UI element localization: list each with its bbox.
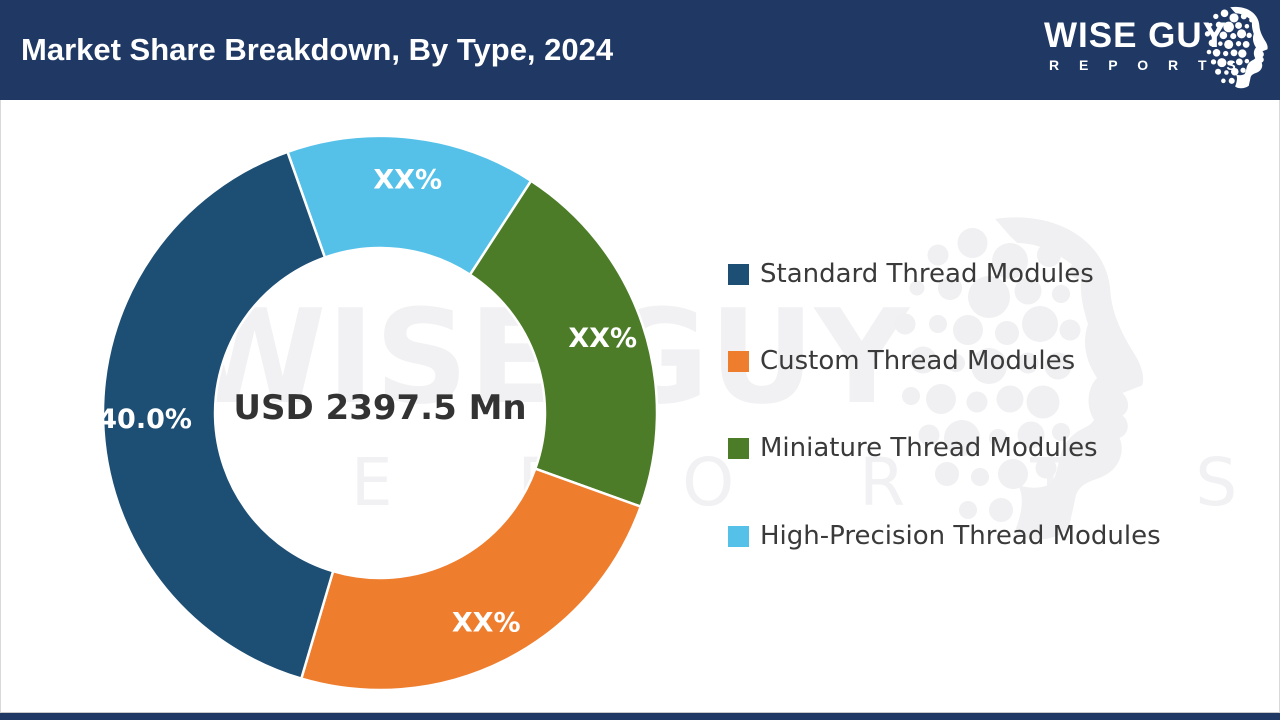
legend-item-miniature-thread-modules: Miniature Thread Modules [728, 433, 1098, 463]
segment-value-label: XX% [568, 323, 637, 354]
footer-bar [0, 713, 1280, 720]
logo-wordmark: WISE GUY [1044, 16, 1228, 55]
donut-center-value: USD 2397.5 Mn [233, 388, 527, 428]
legend-label: Miniature Thread Modules [760, 433, 1098, 463]
legend-swatch-icon [728, 263, 749, 285]
logo-head-profile-icon [1204, 6, 1268, 89]
legend-item-high-precision-thread-modules: High-Precision Thread Modules [728, 521, 1161, 551]
segment-value-label: XX% [452, 608, 521, 639]
header-bar: Market Share Breakdown, By Type, 2024 WI… [0, 0, 1280, 100]
segment-value-label: 40.0% [98, 404, 192, 435]
donut-segment-miniature-thread-modules [468, 179, 659, 508]
legend-label: High-Precision Thread Modules [760, 521, 1161, 551]
logo-reports-text: R E P O R T S [1049, 57, 1244, 73]
legend-item-standard-thread-modules: Standard Thread Modules [728, 259, 1094, 289]
legend-label: Custom Thread Modules [760, 346, 1076, 376]
donut-segment-custom-thread-modules [300, 467, 642, 692]
page-title: Market Share Breakdown, By Type, 2024 [21, 32, 614, 67]
legend-swatch-icon [728, 525, 749, 547]
segment-value-label: XX% [373, 165, 442, 196]
legend-swatch-icon [728, 350, 749, 372]
legend-item-custom-thread-modules: Custom Thread Modules [728, 346, 1075, 376]
donut-segment-standard-thread-modules [101, 150, 335, 680]
legend-label: Standard Thread Modules [760, 259, 1094, 289]
legend-swatch-icon [728, 437, 749, 459]
